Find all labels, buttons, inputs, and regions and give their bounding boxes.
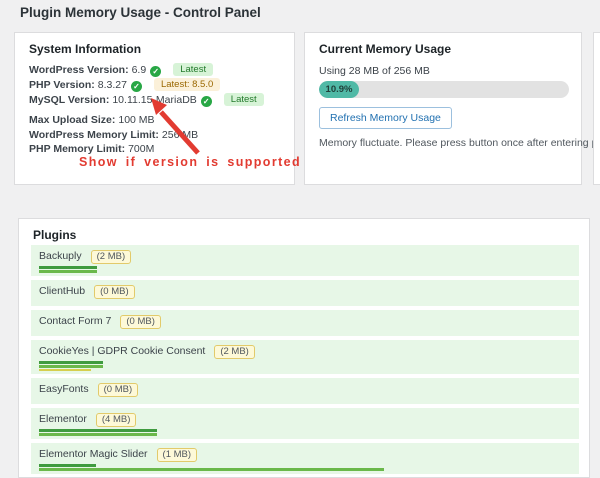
- memory-heading: Current Memory Usage: [319, 42, 452, 56]
- plugin-memory-bar: [39, 464, 571, 471]
- version-value: 10.11.15-MariaDB: [112, 94, 197, 106]
- system-information-card: System Information WordPress Version: 6.9…: [14, 32, 300, 185]
- memory-bar-segment: [39, 266, 97, 269]
- check-circle-icon: ✓: [200, 96, 212, 107]
- memory-percent-label: 10.9%: [325, 84, 353, 95]
- plugin-name: EasyFonts: [39, 383, 89, 395]
- version-label: WordPress Version:: [29, 64, 129, 76]
- version-value: 6.9: [131, 64, 147, 76]
- plugins-heading: Plugins: [33, 228, 77, 242]
- plugin-memory-badge: (2 MB): [90, 250, 132, 264]
- plugin-memory-bar: [39, 361, 571, 371]
- plugin-memory-bar: [39, 429, 571, 436]
- php-version-row: PHP Version: 8.3.27 ✓ Latest: 8.5.0: [29, 78, 264, 93]
- page-title: Plugin Memory Usage - Control Panel: [20, 5, 261, 20]
- limit-value: 700M: [128, 143, 155, 155]
- plugin-row-header: Backuply (2 MB): [39, 248, 571, 264]
- plugin-row: Elementor (4 MB): [31, 408, 579, 439]
- plugin-memory-badge: (0 MB): [94, 285, 135, 299]
- version-label: MySQL Version:: [29, 94, 110, 106]
- plugin-row-header: Elementor Magic Slider (1 MB): [39, 446, 571, 462]
- memory-bar-segment: [39, 468, 384, 471]
- plugin-row: ClientHub (0 MB): [31, 280, 579, 306]
- plugin-row-header: CookieYes | GDPR Cookie Consent (2 MB): [39, 343, 571, 359]
- plugin-name: ClientHub: [39, 285, 86, 297]
- plugin-name: Elementor: [39, 413, 87, 425]
- check-circle-icon: ✓: [150, 66, 162, 77]
- version-list: WordPress Version: 6.9 ✓ Latest PHP Version…: [29, 63, 264, 108]
- version-label: PHP Version:: [29, 79, 95, 91]
- plugin-row: CookieYes | GDPR Cookie Consent (2 MB): [31, 340, 579, 374]
- memory-note: Memory fluctuate. Please press button on…: [319, 137, 600, 149]
- memory-bar-segment: [39, 369, 91, 371]
- memory-usage-text: Using 28 MB of 256 MB: [319, 65, 430, 77]
- refresh-memory-button[interactable]: Refresh Memory Usage: [319, 107, 452, 129]
- limit-label: PHP Memory Limit:: [29, 143, 126, 155]
- plugin-row: Backuply (2 MB): [31, 245, 579, 276]
- memory-progress-track: 10.9%: [319, 81, 569, 98]
- system-info-heading: System Information: [29, 42, 142, 56]
- plugin-row: EasyFonts (0 MB): [31, 378, 579, 404]
- annotation-text: Show if version is supported: [79, 155, 302, 169]
- plugin-name: Backuply: [39, 250, 82, 262]
- memory-bar-segment: [39, 429, 157, 432]
- latest-available-badge: Latest: 8.5.0: [153, 78, 221, 91]
- limit-label: WordPress Memory Limit:: [29, 128, 159, 141]
- plugin-name: CookieYes | GDPR Cookie Consent: [39, 345, 206, 357]
- plugin-name: Contact Form 7: [39, 315, 112, 327]
- memory-bar-segment: [39, 270, 97, 273]
- plugin-memory-badge: (4 MB): [95, 413, 137, 427]
- latest-badge: Latest: [173, 63, 214, 76]
- plugin-row: Elementor Magic Slider (1 MB): [31, 443, 579, 474]
- plugins-card: Plugins Backuply (2 MB) ClientHub (0 MB) Con…: [18, 218, 590, 478]
- memory-progress-fill: 10.9%: [319, 81, 359, 98]
- memory-bar-segment: [39, 361, 103, 364]
- plugin-row-header: EasyFonts (0 MB): [39, 381, 571, 397]
- limit-value: 100 MB: [118, 114, 155, 126]
- plugin-row-header: ClientHub (0 MB): [39, 283, 571, 299]
- mysql-version-row: MySQL Version: 10.11.15-MariaDB ✓ Latest: [29, 93, 264, 108]
- plugin-row-header: Elementor (4 MB): [39, 411, 571, 427]
- version-value: 8.3.27: [97, 79, 127, 91]
- wp-memory-limit-row: WordPress Memory Limit: 256 MB: [29, 128, 198, 143]
- plugin-memory-badge: (0 MB): [120, 315, 161, 329]
- plugin-memory-badge: (0 MB): [97, 383, 139, 397]
- plugin-list: Backuply (2 MB) ClientHub (0 MB) Contact For…: [31, 245, 579, 478]
- current-memory-usage-card: Current Memory Usage Using 28 MB of 256 …: [304, 32, 600, 185]
- limit-value: 256 MB: [161, 128, 199, 141]
- plugin-memory-badge: (1 MB): [156, 448, 198, 462]
- max-upload-row: Max Upload Size: 100 MB: [29, 113, 198, 128]
- check-circle-icon: ✓: [130, 81, 142, 92]
- memory-bar-segment: [39, 365, 103, 368]
- latest-badge: Latest: [223, 93, 264, 106]
- memory-bar-segment: [39, 464, 96, 467]
- plugin-memory-bar: [39, 266, 571, 273]
- wordpress-version-row: WordPress Version: 6.9 ✓ Latest: [29, 63, 264, 78]
- php-memory-limit-row: PHP Memory Limit: 700M: [29, 142, 198, 157]
- offscreen-card: [593, 32, 600, 185]
- plugin-memory-badge: (2 MB): [214, 345, 255, 359]
- memory-bar-segment: [39, 433, 157, 436]
- limits-list: Max Upload Size: 100 MB WordPress Memory …: [29, 113, 198, 157]
- plugin-row: Contact Form 7 (0 MB): [31, 310, 579, 336]
- limit-label: Max Upload Size:: [29, 114, 116, 126]
- plugin-row-header: Contact Form 7 (0 MB): [39, 313, 571, 329]
